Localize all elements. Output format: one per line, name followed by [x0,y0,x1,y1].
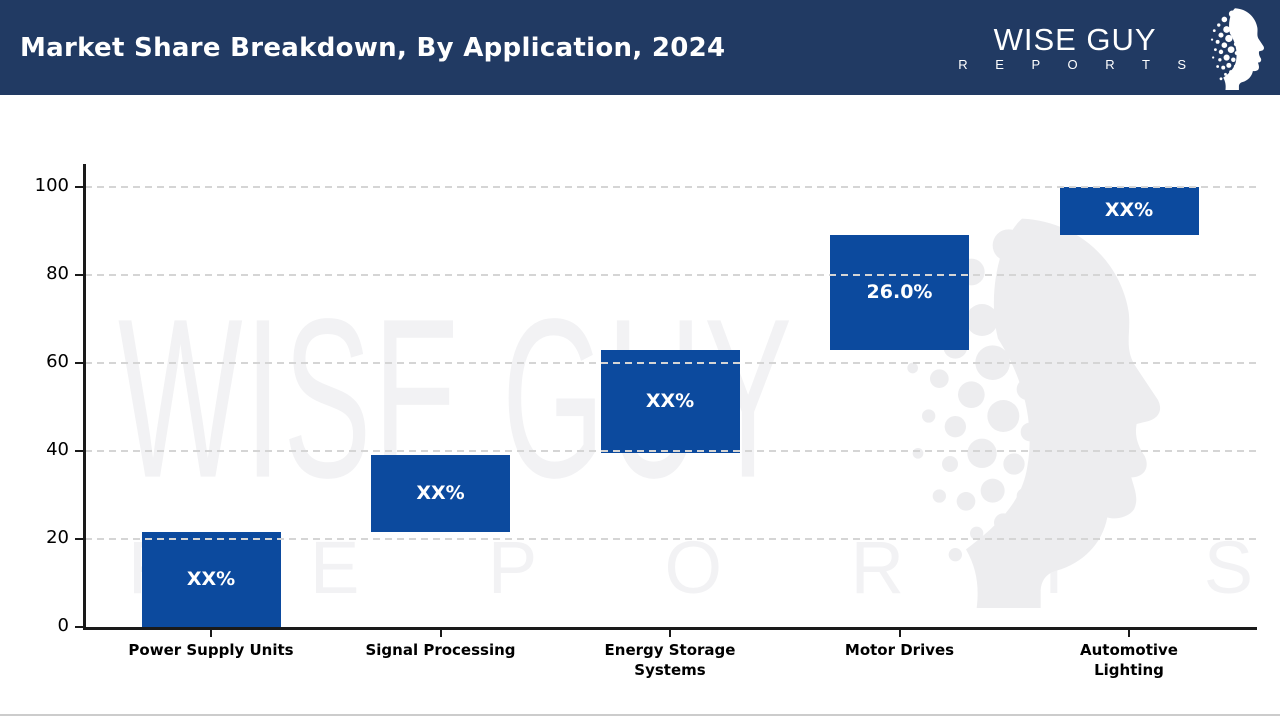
gridline-20 [85,538,1257,540]
category-label-line: Automotive [1080,641,1178,659]
category-label-power-supply-units: Power Supply Units [91,640,331,660]
y-tick-label: 0 [57,615,69,636]
x-tick [1128,629,1130,637]
bar-signal-processing [371,455,510,533]
category-label-line: Signal Processing [365,641,516,659]
bar-value-label: XX% [1104,199,1154,222]
gridline-80 [85,274,1257,276]
category-label-line: Power Supply Units [128,641,294,659]
category-label-line: Motor Drives [844,641,955,659]
bar-power-supply-units [141,532,281,627]
bar-value-label: XX% [186,567,236,590]
bar-energy-storage-systems [600,349,740,454]
category-label-motor-drives: Motor Drives [780,640,1020,660]
y-tick [75,626,83,628]
plot-area: XX% XX% XX% 26.0% XX% 0 20 40 60 80 100 Power Suppl… [35,164,1257,679]
bar-value-label: XX% [645,389,695,412]
y-tick-label: 20 [46,527,69,548]
category-label-line: Energy Storage [604,641,736,659]
header: Market Share Breakdown, By Application, … [0,0,1280,95]
y-tick [75,450,83,452]
x-axis-spine [83,627,1257,630]
x-tick [669,629,671,637]
category-label-automotive-lighting: Automotive Lighting [1009,640,1249,680]
logo-text: WISE GUY R E P O R T S [952,23,1198,72]
category-label-line: Systems [634,661,706,679]
gridline-100 [85,186,1257,188]
category-label-energy-storage-systems: Energy Storage Systems [550,640,790,680]
x-tick [898,629,901,637]
y-tick [75,538,83,540]
bar-automotive-lighting [1059,187,1199,236]
footer-divider [0,714,1280,716]
bar-value-label: 26.0% [866,280,933,303]
y-tick-label: 60 [46,351,69,372]
x-tick [210,629,212,637]
y-axis-spine [83,164,86,629]
bar-motor-drives [830,235,969,350]
y-tick [75,274,83,276]
y-tick [75,362,83,364]
y-tick [75,186,83,188]
category-label-signal-processing: Signal Processing [321,640,561,660]
gridline-60 [85,362,1257,364]
y-tick-label: 80 [46,263,69,284]
logo-wordmark: WISE GUY [993,22,1157,57]
page-title: Market Share Breakdown, By Application, … [20,32,726,63]
logo: WISE GUY R E P O R T S [952,6,1268,90]
y-tick-label: 100 [34,175,69,196]
x-tick [439,629,442,637]
category-label-line: Lighting [1094,661,1164,679]
logo-head-icon [1210,7,1264,90]
bar-value-label: XX% [416,481,465,504]
y-tick-label: 40 [46,439,69,460]
logo-subtext: R E P O R T S [958,57,1198,72]
gridline-40 [85,450,1257,452]
